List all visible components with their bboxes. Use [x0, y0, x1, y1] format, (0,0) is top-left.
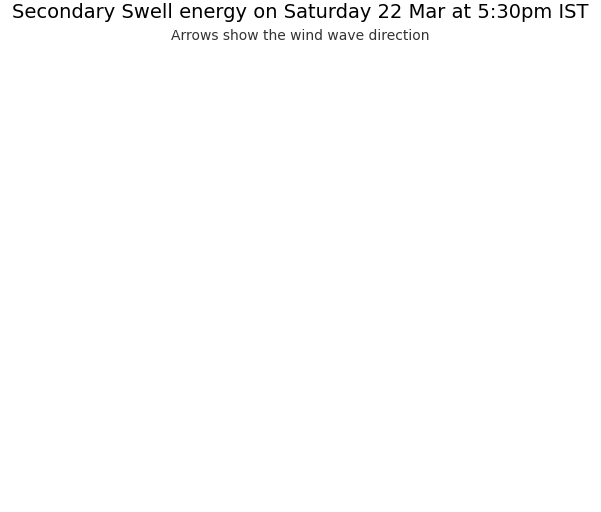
Text: Arrows show the wind wave direction: Arrows show the wind wave direction — [171, 29, 430, 43]
Text: Secondary Swell energy on Saturday 22 Mar at 5:30pm IST: Secondary Swell energy on Saturday 22 Ma… — [12, 4, 589, 23]
